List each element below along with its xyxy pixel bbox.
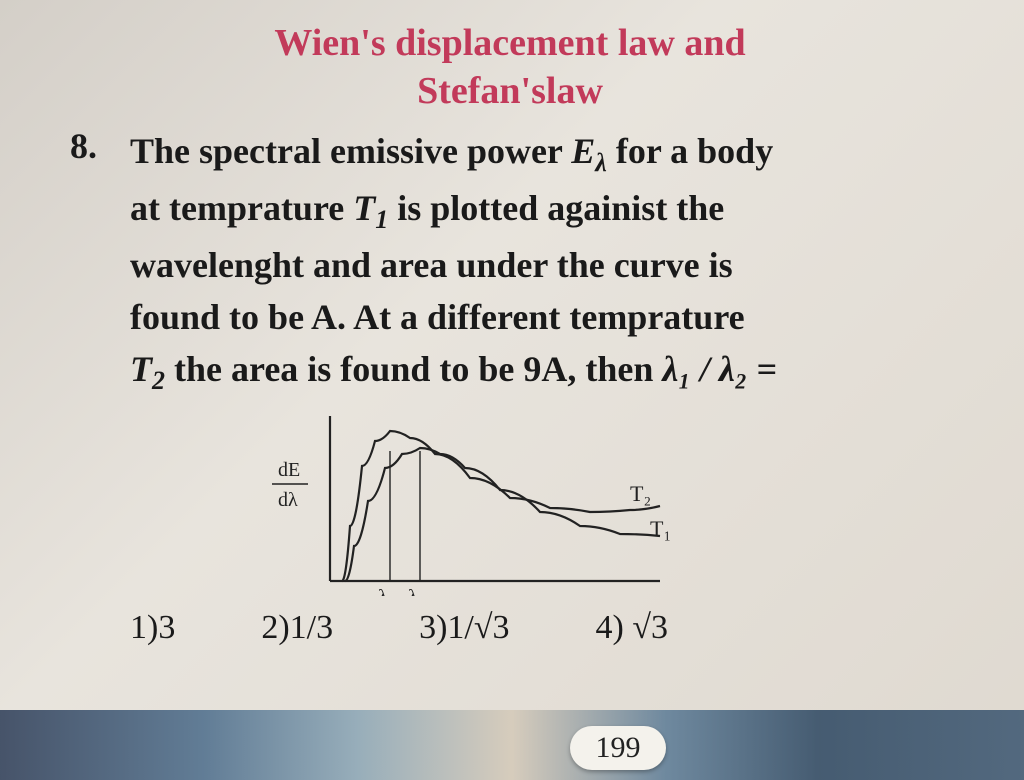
blackbody-chart: dE dλ T₂ T₁ λ₂ λ₁ (250, 406, 950, 601)
page-number: 199 (596, 731, 641, 765)
q-sub-lambda: λ (595, 148, 607, 177)
svg-text:dλ: dλ (278, 489, 298, 511)
option-4: 4) √3 (596, 609, 668, 647)
q-sym-E: E (571, 131, 595, 171)
q-line1b: for a body (607, 131, 773, 171)
svg-text:T₂: T₂ (630, 481, 651, 506)
answer-options: 1)3 2)1/3 3)1/√3 4) √3 (130, 609, 950, 647)
q-expr: λ₁ / λ₂ = (662, 349, 777, 389)
q-line2a: at temprature (130, 188, 353, 228)
bottom-photo-strip (0, 710, 1024, 780)
question-number: 8. (70, 125, 130, 167)
q-line3: wavelenght and area under the curve is (130, 245, 733, 285)
option-2: 2)1/3 (261, 609, 333, 647)
q-line1a: The spectral emissive power (130, 131, 571, 171)
page-content: Wien's displacement law and Stefan'slaw … (70, 20, 950, 647)
svg-text:λ₁: λ₁ (408, 586, 425, 596)
question-text: The spectral emissive power Eλ for a bod… (130, 125, 777, 400)
question-block: 8. The spectral emissive power Eλ for a … (70, 125, 950, 400)
title-line1: Wien's displacement law and (274, 22, 745, 64)
title-line2: Stefan'slaw (417, 70, 603, 112)
svg-text:λ₂: λ₂ (378, 586, 395, 596)
q-line2b: is plotted againist the (388, 188, 724, 228)
page-number-badge: 199 (570, 726, 666, 770)
q-sub-1: 1 (375, 205, 388, 234)
option-1: 1)3 (130, 609, 175, 647)
q-line4: found to be A. At a different temprature (130, 297, 745, 337)
q-line5a: the area is found to be 9A, then (165, 349, 662, 389)
svg-text:T₁: T₁ (650, 516, 671, 541)
svg-text:dE: dE (278, 459, 300, 481)
q-sub-2: 2 (152, 366, 165, 395)
q-sym-T2: T (130, 349, 152, 389)
option-3: 3)1/√3 (419, 609, 509, 647)
q-sym-T1: T (353, 188, 375, 228)
section-title: Wien's displacement law and Stefan'slaw (70, 20, 950, 115)
chart-svg: dE dλ T₂ T₁ λ₂ λ₁ (250, 406, 690, 596)
